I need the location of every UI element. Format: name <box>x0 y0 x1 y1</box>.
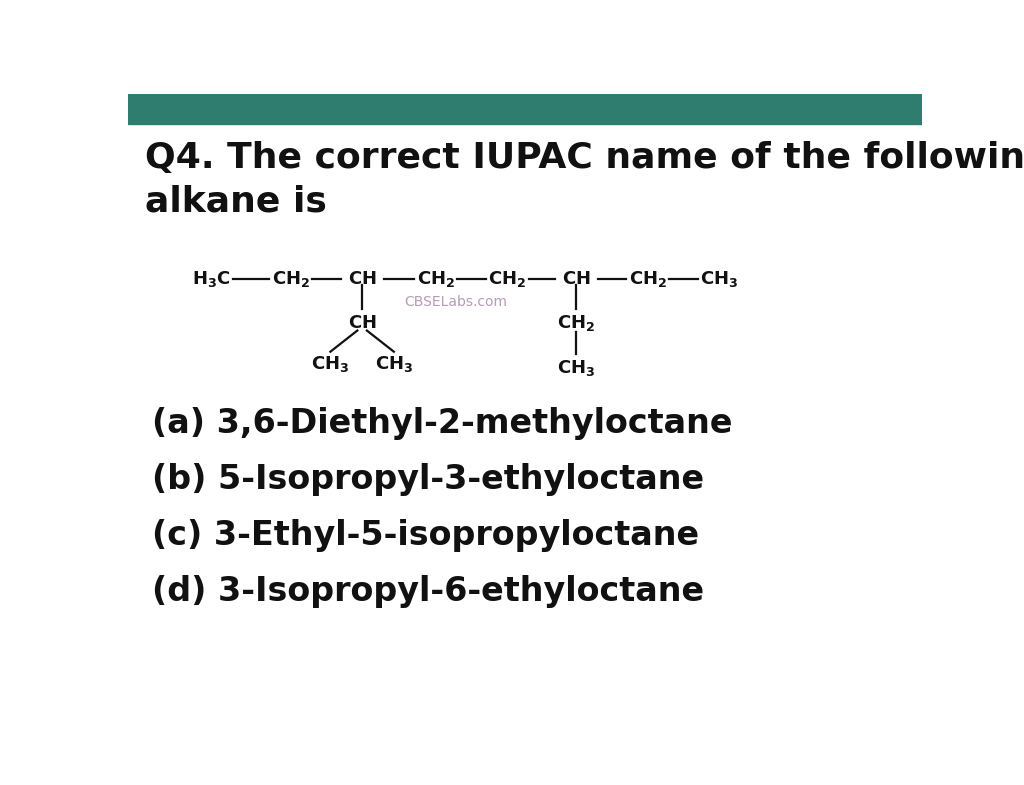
Text: $\mathbf{CH}$: $\mathbf{CH}$ <box>348 314 377 332</box>
Text: (c) 3-Ethyl-5-isopropyloctane: (c) 3-Ethyl-5-isopropyloctane <box>152 519 699 552</box>
Text: $\mathbf{CH_2}$: $\mathbf{CH_2}$ <box>417 268 455 289</box>
Text: $\mathbf{CH_2}$: $\mathbf{CH_2}$ <box>629 268 667 289</box>
Text: $\mathbf{CH_2}$: $\mathbf{CH_2}$ <box>271 268 310 289</box>
Text: (b) 5-Isopropyl-3-ethyloctane: (b) 5-Isopropyl-3-ethyloctane <box>152 463 703 496</box>
Text: $\mathbf{H_3C}$: $\mathbf{H_3C}$ <box>193 268 230 289</box>
Text: $\mathbf{CH_3}$: $\mathbf{CH_3}$ <box>311 354 349 374</box>
Text: (d) 3-Isopropyl-6-ethyloctane: (d) 3-Isopropyl-6-ethyloctane <box>152 575 703 608</box>
Text: $\mathbf{CH_2}$: $\mathbf{CH_2}$ <box>488 268 526 289</box>
Bar <box>128 94 922 125</box>
Text: $\mathbf{CH}$: $\mathbf{CH}$ <box>348 269 377 287</box>
Text: $\mathbf{CH_3}$: $\mathbf{CH_3}$ <box>700 268 738 289</box>
Text: Q4. The correct IUPAC name of the following: Q4. The correct IUPAC name of the follow… <box>145 141 1024 175</box>
Text: $\mathbf{CH}$: $\mathbf{CH}$ <box>562 269 591 287</box>
Text: (a) 3,6-Diethyl-2-methyloctane: (a) 3,6-Diethyl-2-methyloctane <box>152 407 732 440</box>
Text: alkane is: alkane is <box>145 185 328 219</box>
Text: CBSELabs.com: CBSELabs.com <box>404 294 507 309</box>
Text: $\mathbf{CH_2}$: $\mathbf{CH_2}$ <box>557 312 596 333</box>
Text: $\mathbf{CH_3}$: $\mathbf{CH_3}$ <box>557 358 596 378</box>
Text: $\mathbf{CH_3}$: $\mathbf{CH_3}$ <box>375 354 413 374</box>
